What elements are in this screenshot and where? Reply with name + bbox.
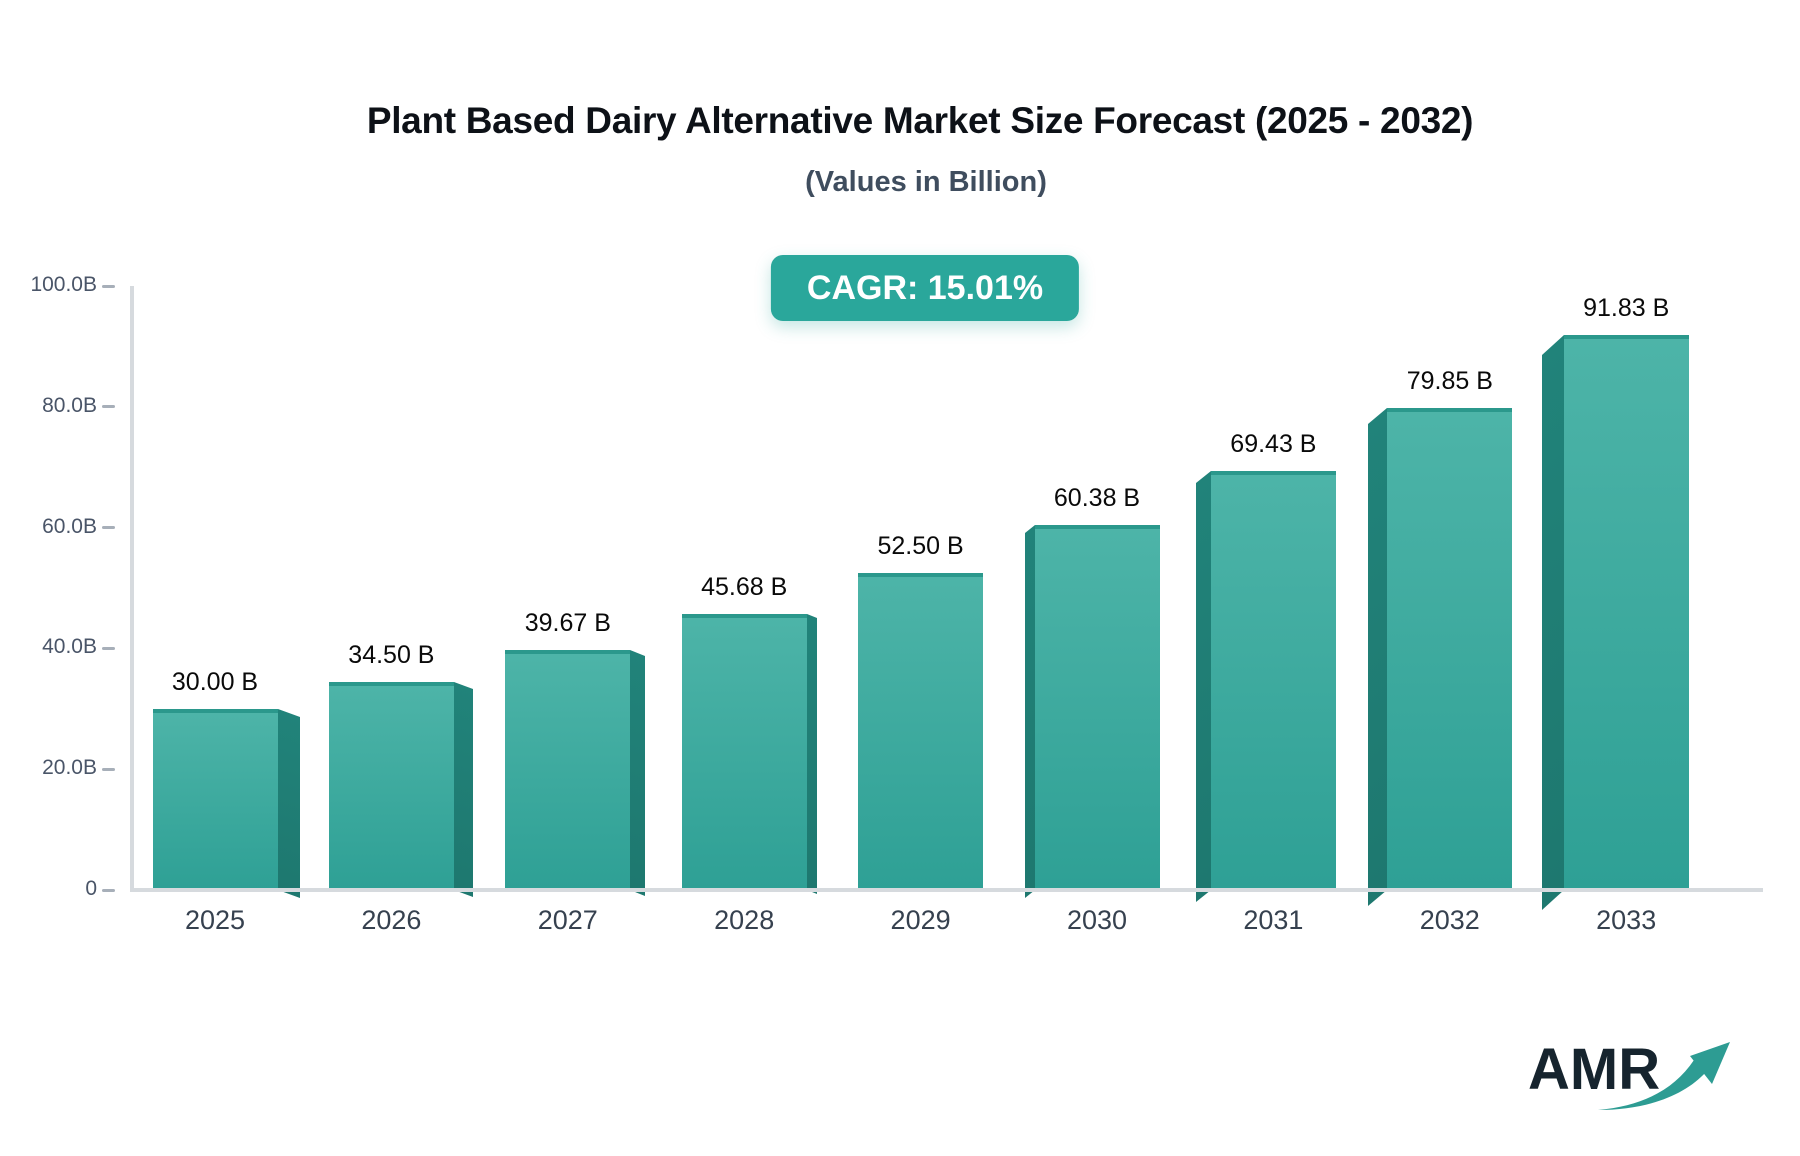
x-axis-label-2029: 2029 — [890, 905, 951, 935]
x-axis-label-2025: 2025 — [184, 905, 246, 935]
x-axis-line — [130, 888, 1763, 892]
bar-side-2026 — [453, 682, 473, 897]
x-axis-label-2026: 2026 — [361, 905, 422, 935]
y-axis-tick — [102, 405, 115, 409]
cagr-badge: CAGR: 15.01% — [770, 255, 1080, 321]
bar-side-2032 — [1368, 408, 1388, 906]
y-axis-tick-label: 40.0B — [42, 635, 97, 659]
bar-value-label-2027: 39.67 B — [524, 609, 611, 637]
bar-value-label-2029: 52.50 B — [877, 532, 964, 560]
bar-value-label-2030: 60.38 B — [1053, 484, 1141, 512]
bar-value-label-2028: 45.68 B — [701, 573, 788, 601]
x-axis-label-2028: 2028 — [714, 905, 775, 935]
bar-value-label-2025: 30.00 B — [171, 668, 259, 696]
x-axis-label-2031: 2031 — [1243, 905, 1304, 935]
bar-side-2033 — [1541, 335, 1564, 910]
bar-side-2025 — [277, 709, 300, 898]
x-axis-label-2027: 2027 — [537, 905, 598, 935]
y-axis-tick-label: 60.0B — [42, 514, 97, 538]
x-axis-label-2033: 2033 — [1596, 905, 1657, 935]
bar-value-label-2031: 69.43 B — [1230, 430, 1317, 458]
y-axis-tick-label: 20.0B — [42, 756, 97, 780]
bar-face-2027 — [505, 650, 631, 890]
amr-logo: AMR — [1528, 1030, 1738, 1116]
bar-face-2026 — [328, 682, 454, 890]
bar-side-2027 — [630, 650, 646, 896]
bar-value-label-2032: 79.85 B — [1406, 367, 1493, 395]
bar-side-2028 — [806, 614, 817, 894]
bar-value-label-2033: 91.83 B — [1583, 294, 1670, 322]
y-axis-tick — [102, 526, 115, 530]
bar-face-2030 — [1034, 525, 1160, 890]
chart-subtitle: (Values in Billion) — [805, 166, 1047, 198]
bar-face-2028 — [681, 614, 807, 890]
chart-title: Plant Based Dairy Alternative Market Siz… — [366, 100, 1474, 141]
bar-face-2031 — [1210, 471, 1336, 890]
bar-face-2029 — [858, 573, 984, 890]
y-axis-tick-label: 100.0B — [30, 273, 97, 296]
bar-face-2033 — [1563, 335, 1689, 890]
amr-logo-text: AMR — [1528, 1037, 1661, 1102]
bar-side-2030 — [1024, 525, 1035, 898]
bar-value-label-2026: 34.50 B — [348, 641, 435, 669]
bar-face-2032 — [1387, 408, 1513, 890]
y-axis-tick — [102, 646, 115, 650]
bar-side-2031 — [1195, 471, 1211, 902]
amr-logo-arrow-icon — [1598, 1042, 1730, 1110]
y-axis-tick — [102, 284, 115, 288]
y-axis-tick — [102, 767, 115, 771]
y-axis-tick-label: 80.0B — [42, 393, 97, 417]
y-axis-tick — [102, 888, 115, 892]
bar-face-2025 — [152, 709, 278, 890]
x-axis-label-2032: 2032 — [1419, 905, 1480, 935]
x-axis-label-2030: 2030 — [1066, 905, 1128, 935]
y-axis-line — [130, 286, 134, 890]
y-axis-tick-label: 0 — [85, 877, 97, 900]
